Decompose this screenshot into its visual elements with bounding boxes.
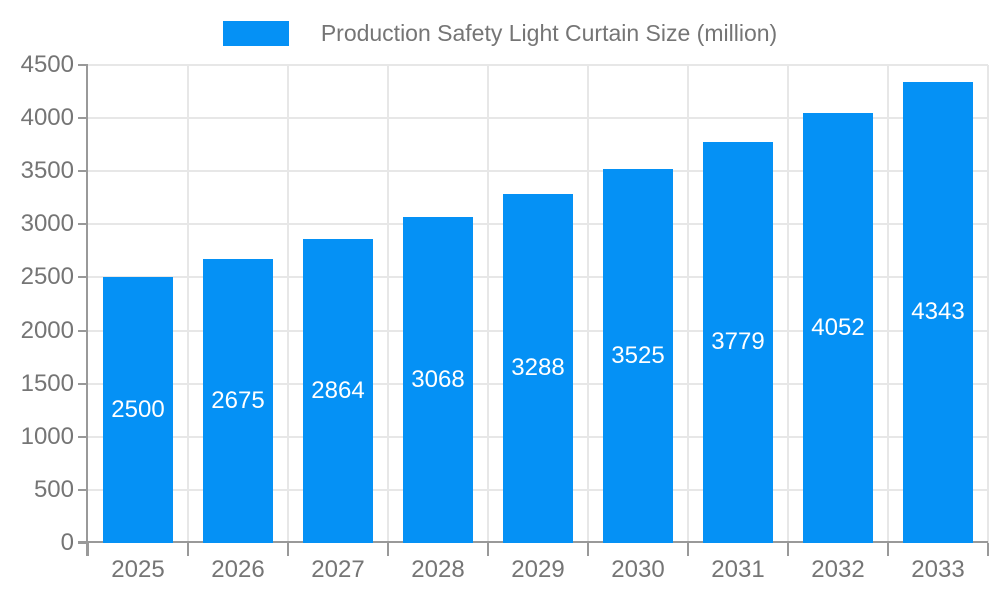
x-axis-tick [887,543,889,556]
bar-value-label: 2864 [311,376,365,404]
x-tick-label: 2026 [211,556,265,583]
y-axis-tick [78,117,88,120]
gridline-vertical [787,65,789,543]
y-axis-tick [78,435,88,438]
y-tick-label: 3500 [20,157,74,185]
y-axis-tick [78,382,88,385]
y-axis-tick [78,542,88,544]
bar [903,81,973,543]
x-axis-tick [487,543,489,556]
y-axis-line [86,65,88,556]
x-axis-tick [187,543,189,556]
y-axis-tick [78,488,88,491]
legend: Production Safety Light Curtain Size (mi… [0,20,1000,47]
bar [403,217,473,543]
bar [503,193,573,543]
x-tick-label: 2030 [611,556,665,583]
y-tick-label: 1500 [20,369,74,397]
y-axis-tick [78,276,88,279]
gridline-horizontal [88,170,988,173]
gridline-vertical [587,65,589,543]
y-tick-label: 4000 [20,104,74,132]
bar [303,238,373,543]
x-axis-tick [387,543,389,556]
bar [103,277,173,543]
bar-value-label: 3779 [711,328,765,356]
legend-swatch-icon [222,21,289,46]
x-tick-label: 2029 [511,556,565,583]
gridline-vertical [487,65,489,543]
y-tick-label: 4500 [20,51,74,78]
x-axis-tick [87,543,89,556]
y-tick-label: 1000 [20,422,74,450]
gridline-horizontal [88,64,988,66]
x-tick-label: 2027 [311,556,365,583]
y-tick-label: 0 [60,529,74,556]
x-tick-label: 2028 [411,556,465,583]
gridline-vertical [187,65,189,543]
bar [803,112,873,543]
x-axis-tick [787,543,789,556]
gridline-vertical [287,65,289,543]
bar [703,141,773,543]
bar-value-label: 4343 [911,298,965,326]
y-tick-label: 2000 [20,316,74,344]
bar [603,168,673,543]
y-axis-tick [78,223,88,226]
y-tick-label: 500 [33,475,74,503]
bar-value-label: 4052 [811,313,865,341]
gridline-vertical [387,65,389,543]
x-tick-label: 2025 [111,556,165,583]
x-axis-tick [587,543,589,556]
gridline-vertical [887,65,889,543]
gridline-vertical [987,65,989,543]
gridline-vertical [687,65,689,543]
bar [203,258,273,543]
bar-value-label: 2675 [211,386,265,414]
bar-value-label: 3068 [411,366,465,394]
legend-label: Production Safety Light Curtain Size (mi… [320,20,778,46]
x-tick-label: 2031 [711,556,765,583]
gridline-horizontal [88,117,988,120]
x-axis-tick [987,543,989,556]
x-tick-label: 2032 [811,556,865,583]
bar-value-label: 3525 [611,341,665,369]
bar-value-label: 3288 [511,354,565,382]
y-axis-tick [78,170,88,173]
x-axis-tick [287,543,289,556]
y-axis-tick [78,64,88,66]
y-tick-label: 2500 [20,263,74,291]
y-tick-label: 3000 [20,210,74,238]
x-axis-tick [687,543,689,556]
y-axis-tick [78,329,88,332]
x-tick-label: 2033 [911,556,965,583]
bar-value-label: 2500 [111,396,165,424]
